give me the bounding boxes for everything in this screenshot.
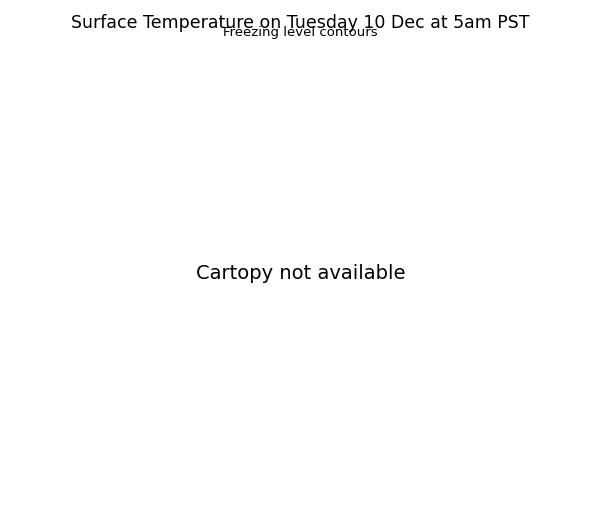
Text: Freezing level contours: Freezing level contours (223, 26, 378, 39)
Text: Surface Temperature on Tuesday 10 Dec at 5am PST: Surface Temperature on Tuesday 10 Dec at… (72, 14, 529, 32)
Text: Cartopy not available: Cartopy not available (196, 264, 405, 283)
